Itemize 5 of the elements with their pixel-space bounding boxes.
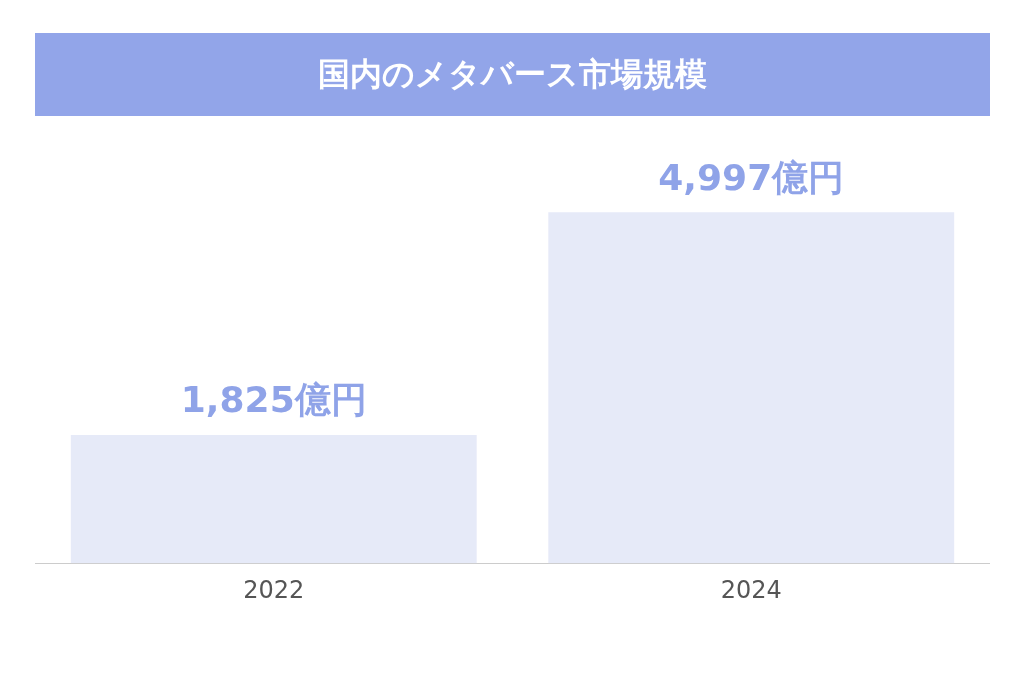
chart-title: 国内のメタバース市場規模 (35, 33, 990, 116)
x-tick-label: 2024 (720, 575, 782, 604)
data-label: 1,825億円 (180, 379, 367, 421)
data-label: 4,997億円 (658, 156, 845, 198)
x-tick-label: 2022 (243, 575, 305, 604)
